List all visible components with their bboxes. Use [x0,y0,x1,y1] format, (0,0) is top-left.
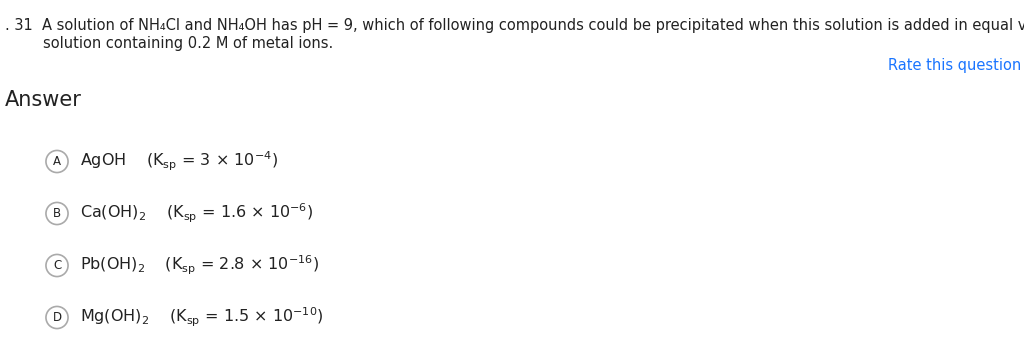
Text: Pb(OH)$_2$    (K$_\mathrm{sp}$ = 2.8 × 10$^{-16}$): Pb(OH)$_2$ (K$_\mathrm{sp}$ = 2.8 × 10$^… [80,254,319,277]
Text: AgOH    (K$_\mathrm{sp}$ = 3 × 10$^{-4}$): AgOH (K$_\mathrm{sp}$ = 3 × 10$^{-4}$) [80,150,279,173]
Text: B: B [53,207,61,220]
Text: Answer: Answer [5,90,82,110]
Text: Mg(OH)$_2$    (K$_\mathrm{sp}$ = 1.5 × 10$^{-10}$): Mg(OH)$_2$ (K$_\mathrm{sp}$ = 1.5 × 10$^… [80,306,324,329]
Text: Rate this question: Rate this question [888,58,1021,73]
Text: ✓: ✓ [3,258,15,273]
Text: C: C [53,259,61,272]
Text: . 31  A solution of NH₄Cl and NH₄OH has pH = 9, which of following compounds cou: . 31 A solution of NH₄Cl and NH₄OH has p… [5,18,1024,33]
Text: D: D [52,311,61,324]
Text: solution containing 0.2 M of metal ions.: solution containing 0.2 M of metal ions. [43,36,333,51]
Text: Ca(OH)$_2$    (K$_\mathrm{sp}$ = 1.6 × 10$^{-6}$): Ca(OH)$_2$ (K$_\mathrm{sp}$ = 1.6 × 10$^… [80,202,313,225]
Text: A: A [53,155,61,168]
